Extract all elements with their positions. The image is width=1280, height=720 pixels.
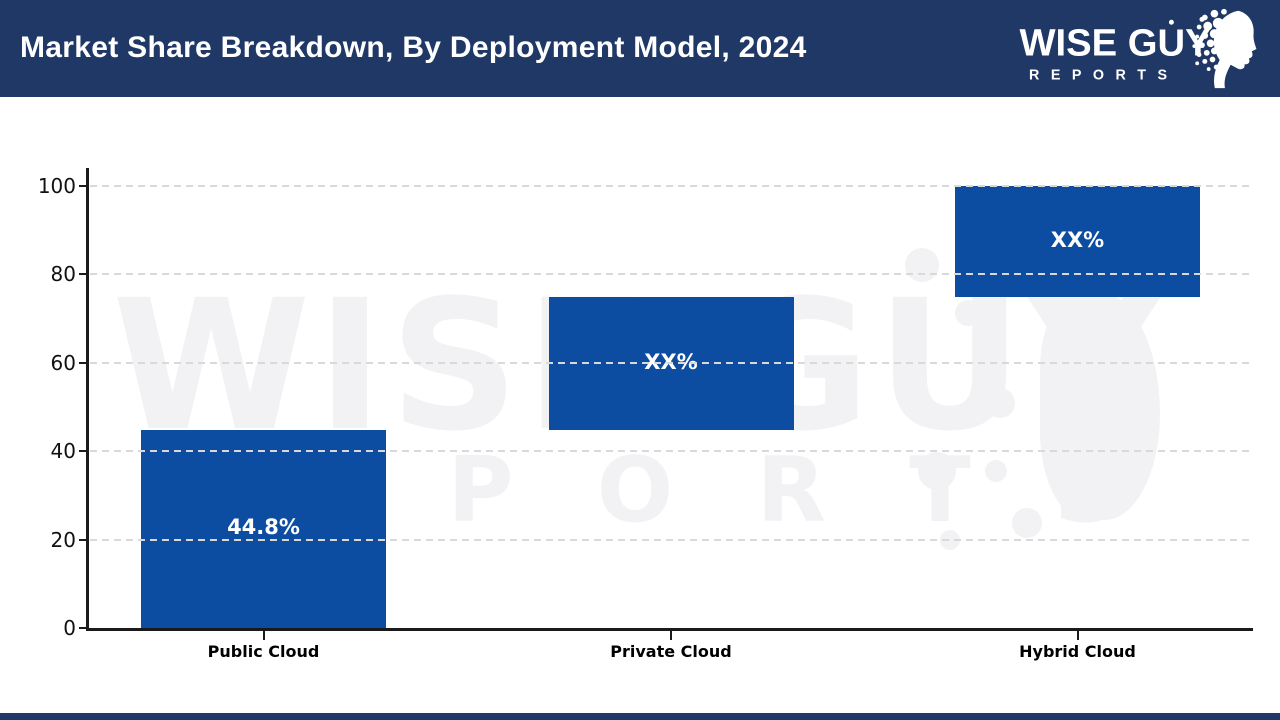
bar-chart: 0 20 40 60 80 100 44.8% Public Cloud XX% Private … — [0, 97, 1280, 713]
watermark-face-shape — [1040, 290, 1160, 520]
watermark-dot — [1012, 508, 1042, 538]
wise-guy-reports-logo: WISE GUY REPORTS — [1019, 8, 1257, 88]
y-axis-tick-label: 60 — [50, 350, 76, 375]
y-axis-tick-label: 40 — [50, 439, 76, 464]
header-bar: Market Share Breakdown, By Deployment Mo… — [0, 0, 1280, 97]
watermark-dot — [985, 460, 1007, 482]
watermark-dot — [900, 360, 922, 382]
gridline — [90, 273, 1253, 276]
x-axis-category-label: Hybrid Cloud — [1019, 642, 1136, 661]
bar-value-label: 44.8% — [227, 514, 300, 539]
x-axis-line — [86, 628, 1253, 631]
y-axis-tick — [79, 538, 88, 541]
logo-face-profile-icon — [1213, 10, 1257, 88]
gridline — [90, 361, 1253, 364]
logo-subtext: REPORTS — [1029, 67, 1179, 83]
bar-value-label: XX% — [1050, 227, 1105, 252]
watermark-dot — [985, 388, 1015, 418]
y-axis-tick — [79, 450, 88, 453]
chart-bar: XX% — [955, 186, 1200, 298]
y-axis-tick-label: 20 — [50, 527, 76, 552]
y-axis-tick-label: 100 — [37, 174, 76, 198]
page-title: Market Share Breakdown, By Deployment Mo… — [20, 30, 807, 64]
x-axis-category-label: Public Cloud — [207, 642, 320, 661]
x-axis-tick — [1076, 631, 1079, 640]
y-axis-tick-label: 0 — [63, 616, 76, 640]
gridline — [90, 450, 1253, 453]
y-axis-line — [86, 168, 89, 631]
watermark-dot — [955, 300, 981, 326]
y-axis-tick — [79, 185, 88, 187]
chart-bar: 44.8% — [141, 429, 386, 628]
x-axis-tick — [262, 631, 265, 640]
gridline — [90, 185, 1253, 187]
bar-value-label: XX% — [644, 349, 698, 374]
y-axis-tick — [79, 361, 88, 364]
watermark-dot — [905, 248, 939, 282]
y-axis-tick-label: 80 — [50, 262, 76, 287]
x-axis-category-label: Private Cloud — [610, 642, 732, 661]
x-axis-tick — [670, 631, 672, 640]
y-axis-tick — [79, 273, 88, 276]
gridline — [90, 538, 1253, 541]
watermark-dot — [918, 452, 956, 490]
y-axis-tick — [79, 627, 88, 629]
footer-bar — [0, 713, 1280, 720]
logo-wordmark: WISE GUY — [1019, 21, 1210, 64]
